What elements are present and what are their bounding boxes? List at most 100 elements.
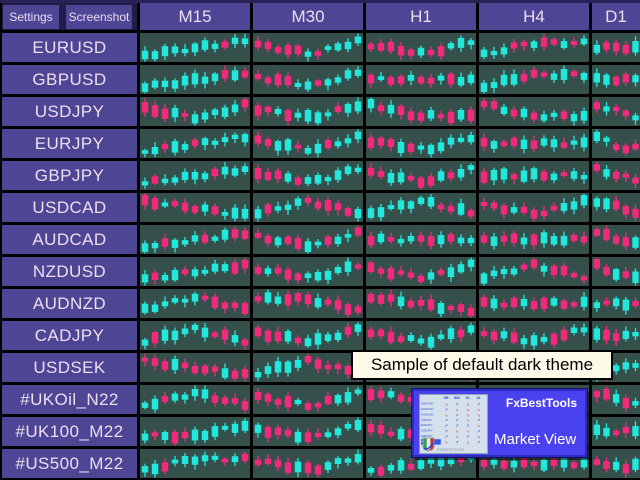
symbol-label[interactable]: EURJPY — [2, 129, 137, 158]
fxbesttools-popup-window[interactable]: M5 M30 H1 D1 GBPUSD ↘ ↗ ↘ ↗ EURUSD ↗ ↘ ↘ ↘ USDCAD ↘ ↗ ↘ ↘ U… — [412, 389, 587, 457]
candle-chart-cell[interactable] — [592, 225, 640, 254]
candle-chart-cell[interactable] — [253, 289, 363, 318]
symbol-label[interactable]: USDSEK — [2, 353, 137, 382]
candle-chart-cell[interactable] — [592, 33, 640, 62]
symbol-label[interactable]: USDCAD — [2, 193, 137, 222]
candle-chart-cell[interactable] — [253, 385, 363, 414]
candle-chart-cell[interactable] — [592, 417, 640, 446]
mini-table-header: M5 M30 H1 D1 — [421, 396, 486, 401]
candle-chart-cell[interactable] — [366, 289, 476, 318]
candle-chart-cell[interactable] — [253, 321, 363, 350]
candle-chart-cell[interactable] — [140, 97, 250, 126]
symbol-label[interactable]: #UKOil_N22 — [2, 385, 137, 414]
symbol-label[interactable]: EURUSD — [2, 33, 137, 62]
candle-chart-cell[interactable] — [479, 225, 589, 254]
candle-chart-cell[interactable] — [592, 257, 640, 286]
candle-chart-cell[interactable] — [366, 225, 476, 254]
candle-chart-cell[interactable] — [479, 289, 589, 318]
candle-chart-cell[interactable] — [140, 385, 250, 414]
symbol-label[interactable]: AUDCAD — [2, 225, 137, 254]
candle-chart-cell[interactable] — [366, 193, 476, 222]
candle-chart-cell[interactable] — [479, 97, 589, 126]
candle-chart-cell[interactable] — [592, 385, 640, 414]
up-arrow-icon: ↗ — [476, 428, 481, 434]
candle-chart-cell[interactable] — [253, 129, 363, 158]
candle-chart-cell[interactable] — [479, 321, 589, 350]
candle-chart-cell[interactable] — [140, 449, 250, 478]
symbol-label[interactable]: CADJPY — [2, 321, 137, 350]
symbol-label[interactable]: #US500_M22 — [2, 449, 137, 478]
candle-chart-cell[interactable] — [140, 289, 250, 318]
settings-button[interactable]: Settings — [3, 4, 59, 29]
symbol-label[interactable]: NZDUSD — [2, 257, 137, 286]
down-arrow-icon: ↘ — [466, 439, 470, 445]
mini-symbol-label: CADJPY — [421, 429, 433, 433]
down-arrow-icon: ↘ — [476, 434, 481, 439]
candle-chart-cell[interactable] — [253, 225, 363, 254]
popup-brand-label: FxBestTools — [505, 396, 577, 410]
candle-chart-cell[interactable] — [140, 225, 250, 254]
candle-chart-cell[interactable] — [140, 193, 250, 222]
candle-chart-cell[interactable] — [592, 449, 640, 478]
candle-chart-cell[interactable] — [253, 449, 363, 478]
symbol-label[interactable]: AUDNZD — [2, 289, 137, 318]
candle-chart-cell[interactable] — [592, 321, 640, 350]
up-arrow-icon: ↗ — [466, 434, 470, 439]
column-header-h1: H1 — [366, 3, 476, 30]
candle-chart-cell[interactable] — [366, 33, 476, 62]
candle-chart-cell[interactable] — [592, 289, 640, 318]
mini-table-row: EURUSD ↗ ↘ ↘ ↘ — [421, 407, 486, 412]
mini-table-row: CADJPY ↗ ↘ ↘ ↗ — [421, 428, 486, 434]
candle-chart-cell[interactable] — [366, 129, 476, 158]
candle-chart-cell[interactable] — [253, 97, 363, 126]
candle-chart-cell[interactable] — [253, 161, 363, 190]
candle-chart-cell[interactable] — [253, 353, 363, 382]
candle-chart-cell[interactable] — [140, 417, 250, 446]
mini-column-header: D1 — [476, 396, 481, 401]
screenshot-button[interactable]: Screenshot — [66, 4, 132, 29]
candle-chart-cell[interactable] — [592, 193, 640, 222]
candle-chart-cell[interactable] — [366, 65, 476, 94]
down-arrow-icon: ↘ — [476, 412, 481, 418]
candle-chart-cell[interactable] — [479, 257, 589, 286]
candle-chart-cell[interactable] — [592, 97, 640, 126]
candle-chart-cell[interactable] — [479, 129, 589, 158]
down-arrow-icon: ↘ — [455, 407, 459, 412]
candle-chart-cell[interactable] — [140, 353, 250, 382]
mini-symbol-label: USDJPY — [421, 418, 433, 422]
candle-chart-cell[interactable] — [140, 321, 250, 350]
candle-chart-cell[interactable] — [140, 257, 250, 286]
candle-chart-cell[interactable] — [366, 161, 476, 190]
candle-chart-cell[interactable] — [140, 161, 250, 190]
candle-chart-cell[interactable] — [253, 417, 363, 446]
popup-title-label: Market View — [494, 431, 577, 448]
candle-chart-cell[interactable] — [479, 33, 589, 62]
candle-chart-cell[interactable] — [366, 321, 476, 350]
candle-chart-cell[interactable] — [140, 129, 250, 158]
candle-chart-cell[interactable] — [366, 97, 476, 126]
candle-chart-cell[interactable] — [253, 65, 363, 94]
column-header-h4: H4 — [479, 3, 589, 30]
column-header-m15: M15 — [140, 3, 250, 30]
mini-table-row: GBPJPY ↗ ↘ ↗ ↘ — [421, 434, 486, 439]
candle-chart-cell[interactable] — [253, 257, 363, 286]
symbol-label[interactable]: USDJPY — [2, 97, 137, 126]
symbol-label[interactable]: GBPJPY — [2, 161, 137, 190]
candle-chart-cell[interactable] — [366, 257, 476, 286]
symbol-label[interactable]: #UK100_M22 — [2, 417, 137, 446]
symbol-timeframe-grid: Settings Screenshot M15 M30 H1 H4 D1 EUR… — [0, 3, 640, 478]
candle-chart-cell[interactable] — [253, 33, 363, 62]
candle-chart-cell[interactable] — [592, 65, 640, 94]
candle-chart-cell[interactable] — [140, 33, 250, 62]
candle-chart-cell[interactable] — [479, 161, 589, 190]
column-header-m30: M30 — [253, 3, 363, 30]
candle-chart-cell[interactable] — [140, 65, 250, 94]
down-arrow-icon: ↘ — [455, 428, 459, 434]
candle-chart-cell[interactable] — [479, 193, 589, 222]
down-arrow-icon: ↘ — [476, 423, 481, 428]
candle-chart-cell[interactable] — [253, 193, 363, 222]
candle-chart-cell[interactable] — [592, 161, 640, 190]
candle-chart-cell[interactable] — [592, 129, 640, 158]
symbol-label[interactable]: GBPUSD — [2, 65, 137, 94]
candle-chart-cell[interactable] — [479, 65, 589, 94]
